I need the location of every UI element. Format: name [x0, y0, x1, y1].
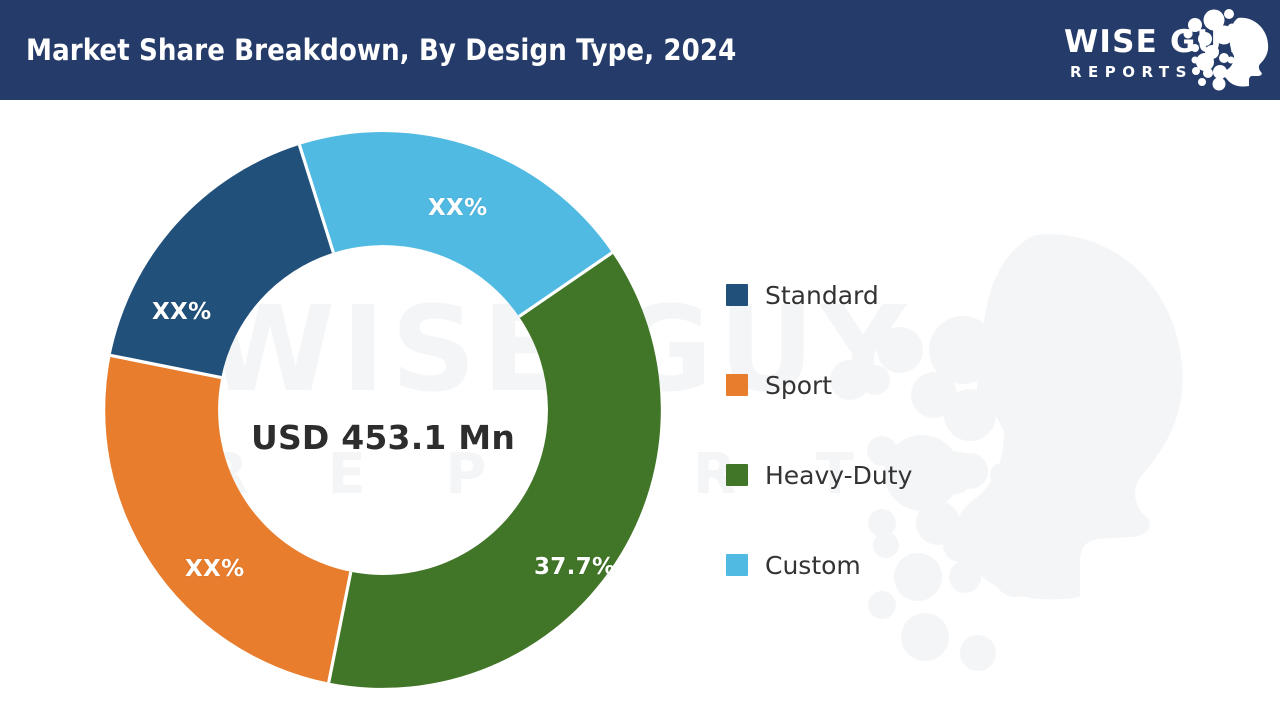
legend-label-heavy-duty: Heavy-Duty [765, 460, 913, 490]
slice-label-standard: XX% [152, 299, 212, 325]
chart-plot-area: WISE GUY R E P O R T S [0, 100, 1280, 720]
slice-label-custom: XX% [428, 195, 488, 221]
legend-swatch-icon-sport [726, 374, 748, 396]
legend-swatch-icon-standard [726, 284, 748, 306]
slice-label-heavy-duty: 37.7% [534, 554, 616, 580]
legend-item-standard[interactable]: Standard [726, 250, 1026, 340]
page-header: Market Share Breakdown, By Design Type, … [0, 0, 1280, 100]
legend-label-custom: Custom [765, 550, 861, 580]
wise-guy-reports-logo: WISE GUY REPORTS [1062, 8, 1272, 92]
svg-text:REPORTS: REPORTS [1070, 63, 1193, 81]
slice-label-sport: XX% [185, 556, 245, 582]
donut-chart: XX% 37.7% XX% XX% USD 453.1 Mn [105, 132, 661, 688]
donut-center-value: USD 453.1 Mn [250, 418, 516, 457]
legend-swatch-icon-heavy-duty [726, 464, 748, 486]
page-title: Market Share Breakdown, By Design Type, … [26, 33, 737, 67]
legend-item-heavy-duty[interactable]: Heavy-Duty [726, 430, 1026, 520]
slice-heavy-duty [328, 252, 661, 688]
slice-standard [110, 144, 334, 378]
legend-item-sport[interactable]: Sport [726, 340, 1026, 430]
chart-legend: Standard Sport Heavy-Duty Custom [726, 250, 1026, 610]
legend-label-sport: Sport [765, 370, 833, 400]
slice-sport [105, 355, 351, 683]
legend-item-custom[interactable]: Custom [726, 520, 1026, 610]
slice-custom [299, 132, 613, 317]
legend-label-standard: Standard [765, 280, 879, 310]
legend-swatch-icon-custom [726, 554, 748, 576]
